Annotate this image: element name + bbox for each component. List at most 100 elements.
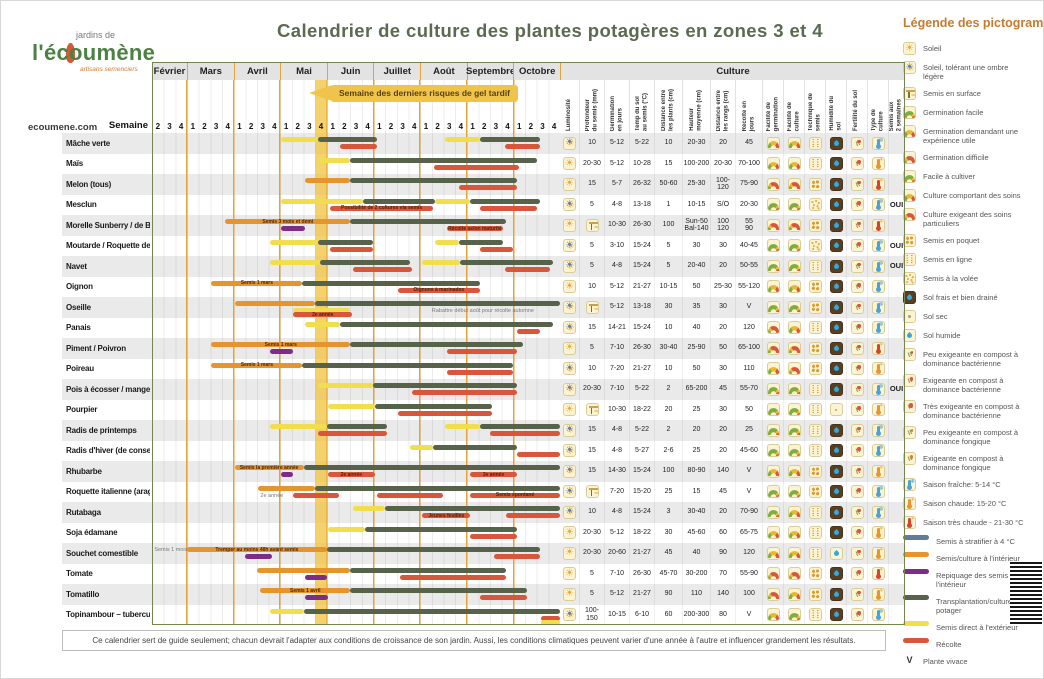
legend-panel: Légende des pictogrammes Soleil Soleil, t… [903,16,1044,672]
sowing-ligne-icon [808,259,822,273]
cell-g2 [784,358,805,379]
cell-germ: 20-60 [605,543,630,564]
week-number: 3 [493,122,499,131]
plant-name: Morelle Sunberry / de Balbis [66,220,150,230]
cell-lum [560,522,580,543]
timeline-3 [152,174,560,195]
cell-prof: 5 [580,563,605,584]
column-header-g1: Facilité de germination [763,80,784,133]
cell-fert: ≈ [847,174,868,195]
cell-h: 20-40 [683,256,711,277]
soil-frais-icon [829,444,843,458]
cell-dp: 60 [655,604,683,625]
cell-type: ☀ [868,399,889,420]
bar-garden [317,239,374,245]
cell-prof [580,215,605,236]
germination-gauge-icon [766,136,780,150]
cell-hum [826,256,847,277]
cell-temp: 15-20 [630,481,655,502]
legend-item-label: Sol frais et bien drainé [923,293,998,302]
week-number: 4 [318,122,324,131]
cell-g2 [784,317,805,338]
cell-type: ☀ [868,215,889,236]
cell-tech [805,174,826,195]
cell-rec: 20-30 [736,194,763,215]
cell-rec: 50 [736,399,763,420]
bar-harvest: Semis spontané [470,492,560,498]
fertility-icon: ≈ [850,464,864,478]
cell-hum [826,420,847,441]
cell-dr: 45 [711,481,736,502]
bar-harvest: Possibilité de 2 cultures via semis [330,205,433,211]
bar-harvest [339,144,377,149]
legend-items: Soleil Soleil, tolérant une ombre légère S… [903,42,1044,666]
plant-name: Tomatillo [66,589,100,599]
bar-harvest [376,492,444,498]
legend-item-label: Transplantation/culture au potager [936,597,1023,615]
bar-indoor: Semis 1 avril [260,587,351,594]
cell-h: 25-90 [683,338,711,359]
cell-rec: V [736,461,763,482]
cell-temp: 26-30 [630,215,655,236]
timeline-4: Possibilité de 2 cultures via semis [152,194,560,215]
bar-swatch [903,621,929,626]
bar-harvest: Oignons à marinades [397,287,480,293]
week-number: 4 [225,122,230,131]
cell-temp: 21-27 [630,543,655,564]
cell-temp: 15-24 [630,502,655,523]
bar-harvest [317,431,388,436]
bar-harvest [411,390,517,395]
legend-item-label: Germination facile [923,108,984,117]
week-number: 3 [260,122,265,131]
cell-h: 25 [683,399,711,420]
bar-direct-seed [541,619,560,625]
cell-rec: 55-90 [736,563,763,584]
cell-dr: 45 [711,379,736,400]
month-header-mars: Mars [186,62,234,80]
cell-dp: 5 [655,256,683,277]
website-link[interactable]: ecoumene.com [28,122,98,133]
bar-annotation: Semis 1 avril [289,587,321,594]
legend-item-label: Saison fraîche: 5-14 °C [923,480,1001,489]
bar-direct-seed [444,137,480,142]
legend-item-label: Peu exigeante en compost à dominance bac… [923,350,1019,368]
cell-hum [826,563,847,584]
bar-direct-seed [304,321,340,327]
cell-prof: 10 [580,133,605,154]
sun-partial-shade-icon [563,423,576,437]
plant-name: Rutabaga [66,507,101,517]
legend-item-label: Sol humide [923,331,961,340]
cell-tech [805,235,826,256]
culture-gauge-icon [787,177,801,191]
season-warm-icon: ☀ [871,587,885,601]
bar-garden [479,424,560,429]
cell-g1 [763,420,784,441]
bar-transplant [281,226,305,231]
legend-item: Sol frais et bien drainé [903,291,1044,304]
sun-partial-shade-icon [563,485,576,499]
cell-prof: 15 [580,440,605,461]
cell-germ: 7-10 [605,338,630,359]
cell-g1 [763,174,784,195]
cell-germ: 5-12 [605,276,630,297]
season-warm-icon: ☀ [871,526,885,540]
fertility-icon: ≈ [850,362,864,376]
plant-name: Tomate [66,569,93,579]
bar-direct-seed [269,260,320,265]
cell-h: 40 [683,317,711,338]
cell-germ: 14-30 [605,461,630,482]
cell-lum [560,235,580,256]
sowing-poquet-icon [808,567,822,581]
cell-hum [826,604,847,625]
cell-fert: ≈ [847,235,868,256]
month-header-row: Février Mars Avril Mai Juin Juillet Août Septem… [152,62,905,80]
timeline-7 [152,256,560,277]
legend-item-label: Récolte [936,640,962,649]
cell-prof: 20-30 [580,153,605,174]
soil-frais-icon [829,321,843,335]
